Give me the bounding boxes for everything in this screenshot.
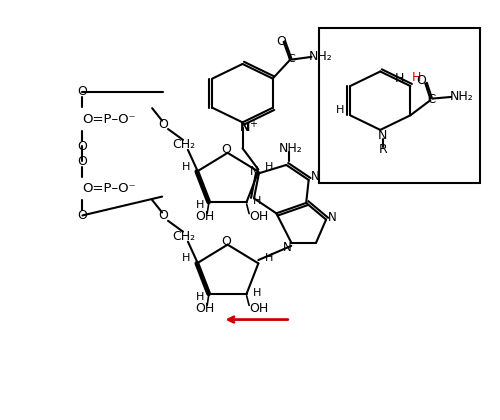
Text: N: N — [283, 241, 292, 254]
Text: H: H — [254, 288, 262, 298]
Text: +: + — [250, 118, 258, 129]
Text: CH₂: CH₂ — [172, 138, 196, 151]
Text: H: H — [336, 105, 344, 115]
Text: O: O — [222, 235, 232, 248]
Text: O=P–O⁻: O=P–O⁻ — [82, 113, 136, 126]
Text: C: C — [287, 53, 295, 63]
Text: NH₂: NH₂ — [278, 142, 302, 155]
Text: O: O — [222, 143, 232, 156]
Bar — [318, 28, 480, 183]
Text: O: O — [276, 35, 286, 48]
Text: OH: OH — [250, 302, 268, 315]
Text: O: O — [78, 209, 88, 222]
Text: OH: OH — [250, 210, 268, 223]
Text: H: H — [395, 73, 404, 86]
Text: O=P–O⁻: O=P–O⁻ — [82, 182, 136, 195]
Text: H: H — [196, 200, 204, 210]
Text: CH₂: CH₂ — [172, 230, 196, 243]
Text: NH₂: NH₂ — [450, 90, 473, 103]
Text: C: C — [427, 93, 436, 106]
Text: N: N — [328, 210, 337, 223]
Text: H: H — [254, 196, 262, 206]
Text: O: O — [78, 155, 88, 168]
Text: O: O — [416, 74, 426, 87]
Text: N: N — [311, 170, 320, 183]
Text: H: H — [196, 292, 204, 302]
Text: H: H — [265, 162, 274, 172]
Text: H: H — [182, 162, 190, 172]
Text: H: H — [182, 253, 190, 263]
Text: N: N — [378, 129, 388, 142]
Text: N: N — [250, 165, 258, 178]
Text: NH₂: NH₂ — [309, 50, 333, 63]
Text: O: O — [78, 140, 88, 152]
Text: OH: OH — [195, 302, 214, 315]
Text: N: N — [240, 121, 250, 134]
Text: O: O — [78, 85, 88, 98]
Text: H: H — [412, 71, 421, 84]
Text: O: O — [158, 209, 168, 222]
Text: R: R — [378, 143, 387, 156]
Text: O: O — [158, 118, 168, 131]
Text: H: H — [265, 253, 274, 263]
Text: OH: OH — [195, 210, 214, 223]
